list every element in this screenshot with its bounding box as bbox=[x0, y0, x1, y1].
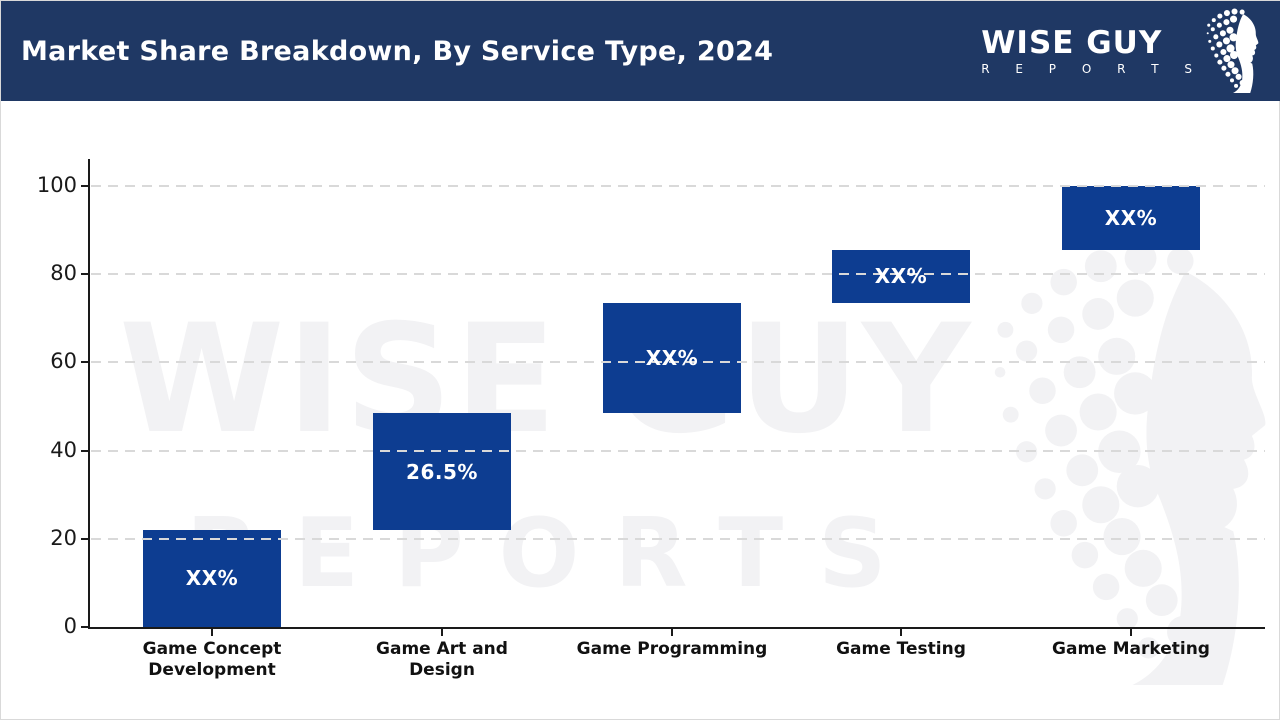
gridline-y-20 bbox=[91, 537, 1265, 540]
x-category-label-game-concept-development: Game Concept Development bbox=[112, 639, 312, 681]
bar-game-concept-development bbox=[143, 529, 281, 627]
watermark-text-secondary: REPORTS bbox=[186, 499, 922, 609]
x-axis-line bbox=[88, 627, 1265, 629]
bar-value-label-game-programming: XX% bbox=[645, 345, 699, 370]
y-tick-mark-0 bbox=[81, 626, 89, 628]
y-tick-mark-100 bbox=[81, 185, 89, 187]
header-bar: Market Share Breakdown, By Service Type,… bbox=[1, 1, 1280, 101]
bar-value-label-game-testing: XX% bbox=[874, 264, 928, 289]
x-category-label-line: Game Concept bbox=[142, 639, 282, 659]
y-tick-label-80: 80 bbox=[50, 261, 77, 286]
y-tick-label-20: 20 bbox=[50, 525, 77, 550]
bar-game-testing bbox=[832, 249, 970, 303]
brand-logo: WISE GUY R E P O R T S bbox=[981, 8, 1263, 94]
x-category-label-line: Game Programming bbox=[576, 639, 768, 659]
y-tick-label-100: 100 bbox=[36, 173, 77, 197]
x-category-label-line: Game Marketing bbox=[1052, 639, 1210, 659]
bar-game-marketing bbox=[1062, 186, 1200, 250]
gridline-y-60 bbox=[91, 361, 1265, 364]
x-category-label-line: Development bbox=[148, 660, 276, 680]
y-tick-mark-40 bbox=[81, 449, 89, 452]
bar-value-label-game-concept-development: XX% bbox=[185, 566, 239, 591]
x-tick-mark-game-art-and-design bbox=[441, 629, 443, 636]
chart-title: Market Share Breakdown, By Service Type,… bbox=[21, 35, 774, 67]
x-category-label-line: Design bbox=[409, 660, 475, 680]
gridline-y-100 bbox=[91, 185, 1265, 187]
bar-game-programming bbox=[603, 302, 741, 414]
gridline-y-40 bbox=[91, 449, 1265, 452]
y-tick-label-0: 0 bbox=[63, 614, 77, 638]
bar-game-art-and-design bbox=[373, 413, 511, 530]
y-tick-label-60: 60 bbox=[50, 349, 77, 374]
x-category-label-game-programming: Game Programming bbox=[572, 639, 772, 660]
x-tick-mark-game-marketing bbox=[1130, 629, 1132, 636]
watermark-text-primary: WISE GUY bbox=[119, 293, 973, 467]
face-profile-dots-icon bbox=[1199, 8, 1263, 94]
x-tick-mark-game-testing bbox=[900, 629, 902, 636]
x-category-label-line: Game Art and bbox=[376, 639, 508, 659]
x-category-label-game-marketing: Game Marketing bbox=[1031, 639, 1231, 660]
x-category-label-game-testing: Game Testing bbox=[801, 639, 1001, 660]
y-tick-mark-60 bbox=[81, 361, 89, 364]
x-tick-mark-game-programming bbox=[671, 629, 673, 636]
y-axis-line bbox=[88, 159, 90, 628]
y-tick-label-40: 40 bbox=[50, 437, 77, 462]
x-category-label-line: Game Testing bbox=[836, 639, 966, 659]
y-tick-mark-20 bbox=[81, 537, 89, 540]
x-category-label-game-art-and-design: Game Art and Design bbox=[342, 639, 542, 681]
brand-name: WISE GUY bbox=[981, 25, 1163, 61]
brand-subtitle: R E P O R T S bbox=[981, 62, 1203, 76]
brand-logo-text: WISE GUY R E P O R T S bbox=[981, 26, 1203, 76]
bar-value-label-game-marketing: XX% bbox=[1104, 205, 1158, 230]
gridline-y-80 bbox=[91, 273, 1265, 276]
y-tick-mark-80 bbox=[81, 273, 89, 276]
bar-value-label-game-art-and-design: 26.5% bbox=[406, 459, 478, 484]
x-tick-mark-game-concept-development bbox=[211, 629, 213, 636]
